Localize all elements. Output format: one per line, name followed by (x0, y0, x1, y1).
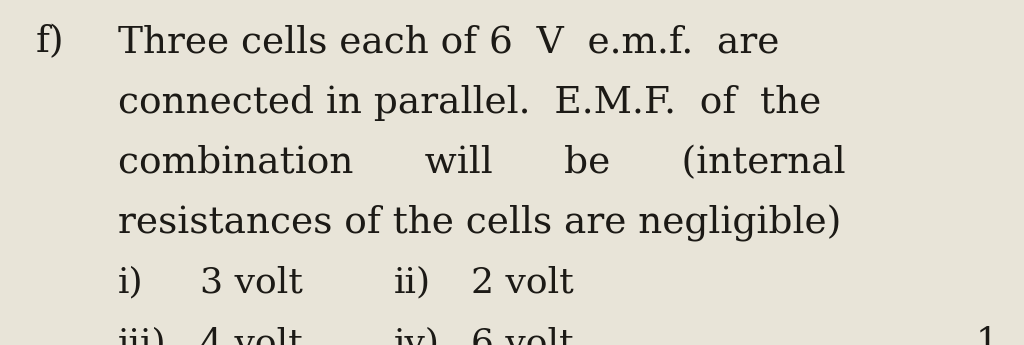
Text: i): i) (118, 266, 143, 300)
Text: ii): ii) (394, 266, 431, 300)
Text: connected in parallel.  E.M.F.  of  the: connected in parallel. E.M.F. of the (118, 85, 821, 120)
Text: 3 volt: 3 volt (200, 266, 302, 300)
Text: resistances of the cells are negligible): resistances of the cells are negligible) (118, 205, 841, 242)
Text: iii): iii) (118, 326, 166, 345)
Text: 4 volt: 4 volt (200, 326, 302, 345)
Text: Three cells each of 6  V  e.m.f.  are: Three cells each of 6 V e.m.f. are (118, 24, 779, 60)
Text: 1: 1 (976, 326, 998, 345)
Text: iv): iv) (394, 326, 440, 345)
Text: 6 volt: 6 volt (471, 326, 573, 345)
Text: combination      will      be      (internal: combination will be (internal (118, 145, 846, 181)
Text: 2 volt: 2 volt (471, 266, 573, 300)
Text: f): f) (36, 24, 65, 60)
